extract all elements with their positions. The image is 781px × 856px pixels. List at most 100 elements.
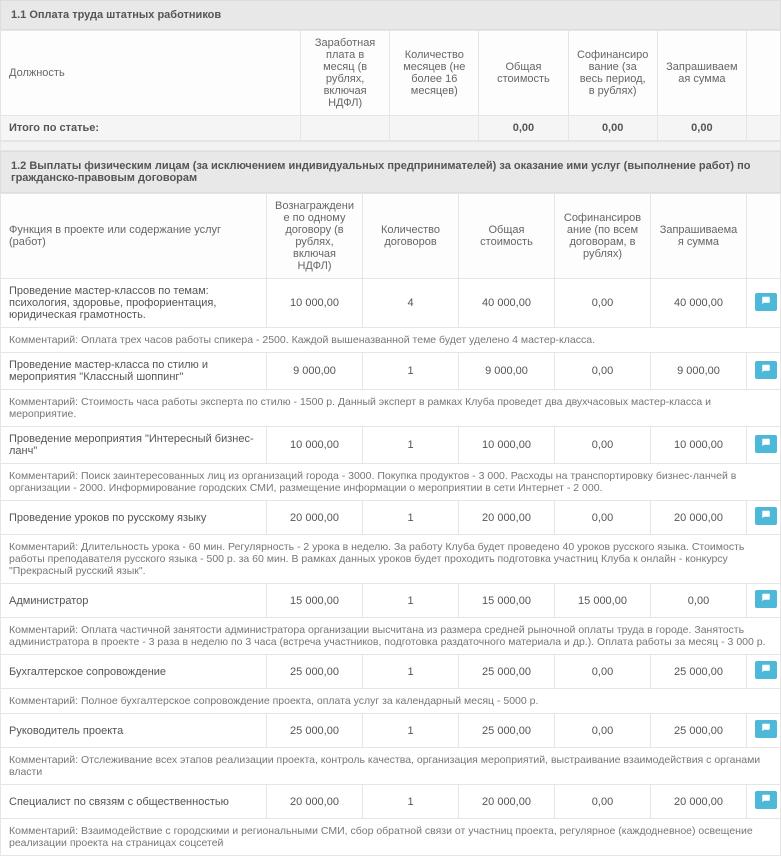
th-count: Количество договоров	[363, 194, 459, 279]
cell-reward: 20 000,00	[267, 785, 363, 819]
th-requested2: Запрашиваемая сумма	[651, 194, 747, 279]
cell-cofin: 0,00	[555, 785, 651, 819]
total-cofin: 0,00	[568, 116, 657, 141]
cell-total: 10 000,00	[459, 427, 555, 464]
comment-icon[interactable]	[755, 720, 777, 738]
comment-row: Комментарий: Длительность урока - 60 мин…	[1, 535, 781, 584]
th-salary: Заработная плата в месяц (в рублях, вклю…	[301, 31, 390, 116]
comment-text: Комментарий: Стоимость часа работы экспе…	[1, 390, 781, 427]
cell-requested: 20 000,00	[651, 785, 747, 819]
comment-text: Комментарий: Полное бухгалтерское сопров…	[1, 689, 781, 714]
table-row: Руководитель проекта25 000,00125 000,000…	[1, 714, 781, 748]
th-func: Функция в проекте или содержание услуг (…	[1, 194, 267, 279]
section-2-title: 1.2 Выплаты физическим лицам (за исключе…	[0, 151, 781, 193]
cell-count: 4	[363, 279, 459, 328]
comment-text: Комментарий: Длительность урока - 60 мин…	[1, 535, 781, 584]
cell-count: 1	[363, 714, 459, 748]
comment-icon[interactable]	[755, 293, 777, 311]
cell-count: 1	[363, 584, 459, 618]
section-2-table: Функция в проекте или содержание услуг (…	[0, 193, 781, 856]
cell-reward: 25 000,00	[267, 655, 363, 689]
comment-text: Комментарий: Оплата частичной занятости …	[1, 618, 781, 655]
total-label: Итого по статье:	[1, 116, 301, 141]
cell-count: 1	[363, 501, 459, 535]
table-row: Администратор15 000,00115 000,0015 000,0…	[1, 584, 781, 618]
cell-total: 20 000,00	[459, 785, 555, 819]
cell-reward: 10 000,00	[267, 279, 363, 328]
comment-row: Комментарий: Взаимодействие с городскими…	[1, 819, 781, 856]
cell-name: Бухгалтерское сопровождение	[1, 655, 267, 689]
comment-text: Комментарий: Оплата трех часов работы сп…	[1, 328, 781, 353]
cell-reward: 9 000,00	[267, 353, 363, 390]
cell-action	[747, 501, 781, 535]
cell-action	[747, 427, 781, 464]
cell-cofin: 0,00	[555, 279, 651, 328]
cell-cofin: 0,00	[555, 427, 651, 464]
comment-icon[interactable]	[755, 661, 777, 679]
cell-requested: 20 000,00	[651, 501, 747, 535]
comment-text: Комментарий: Поиск заинтересованных лиц …	[1, 464, 781, 501]
cell-total: 25 000,00	[459, 655, 555, 689]
table-row: Проведение мероприятия "Интересный бизне…	[1, 427, 781, 464]
cell-cofin: 0,00	[555, 655, 651, 689]
cell-requested: 0,00	[651, 584, 747, 618]
comment-row: Комментарий: Отслеживание всех этапов ре…	[1, 748, 781, 785]
comment-row: Комментарий: Оплата трех часов работы сп…	[1, 328, 781, 353]
section-2-header-row: Функция в проекте или содержание услуг (…	[1, 194, 781, 279]
cell-action	[747, 353, 781, 390]
comment-icon[interactable]	[755, 590, 777, 608]
cell-requested: 25 000,00	[651, 655, 747, 689]
table-row: Специалист по связям с общественностью20…	[1, 785, 781, 819]
comment-text: Комментарий: Взаимодействие с городскими…	[1, 819, 781, 856]
cell-total: 40 000,00	[459, 279, 555, 328]
table-row: Бухгалтерское сопровождение25 000,00125 …	[1, 655, 781, 689]
cell-total: 25 000,00	[459, 714, 555, 748]
th-position: Должность	[1, 31, 301, 116]
cell-name: Проведение уроков по русскому языку	[1, 501, 267, 535]
th-cofin: Софинансирование (за весь период, в рубл…	[568, 31, 657, 116]
section-1-table: Должность Заработная плата в месяц (в ру…	[0, 30, 781, 141]
cell-requested: 9 000,00	[651, 353, 747, 390]
cell-total: 20 000,00	[459, 501, 555, 535]
cell-total: 15 000,00	[459, 584, 555, 618]
cell-count: 1	[363, 353, 459, 390]
cell-requested: 10 000,00	[651, 427, 747, 464]
th-total2: Общая стоимость	[459, 194, 555, 279]
th-actions2	[747, 194, 781, 279]
comment-icon[interactable]	[755, 361, 777, 379]
cell-requested: 25 000,00	[651, 714, 747, 748]
total-requested: 0,00	[657, 116, 746, 141]
cell-reward: 25 000,00	[267, 714, 363, 748]
cell-reward: 10 000,00	[267, 427, 363, 464]
cell-reward: 15 000,00	[267, 584, 363, 618]
cell-cofin: 15 000,00	[555, 584, 651, 618]
comment-row: Комментарий: Оплата частичной занятости …	[1, 618, 781, 655]
cell-name: Администратор	[1, 584, 267, 618]
cell-reward: 20 000,00	[267, 501, 363, 535]
cell-count: 1	[363, 655, 459, 689]
cell-name: Специалист по связям с общественностью	[1, 785, 267, 819]
cell-cofin: 0,00	[555, 501, 651, 535]
table-row: Проведение уроков по русскому языку20 00…	[1, 501, 781, 535]
th-requested: Запрашиваемая сумма	[657, 31, 746, 116]
cell-action	[747, 584, 781, 618]
cell-total: 9 000,00	[459, 353, 555, 390]
comment-row: Комментарий: Полное бухгалтерское сопров…	[1, 689, 781, 714]
comment-icon[interactable]	[755, 791, 777, 809]
section-1-title: 1.1 Оплата труда штатных работников	[0, 0, 781, 30]
th-actions	[747, 31, 781, 116]
cell-name: Проведение мероприятия "Интересный бизне…	[1, 427, 267, 464]
cell-action	[747, 279, 781, 328]
cell-name: Проведение мастер-класса по стилю и меро…	[1, 353, 267, 390]
cell-action	[747, 655, 781, 689]
comment-row: Комментарий: Стоимость часа работы экспе…	[1, 390, 781, 427]
table-row: Проведение мастер-класса по стилю и меро…	[1, 353, 781, 390]
th-months: Количество месяцев (не более 16 месяцев)	[390, 31, 479, 116]
th-reward: Вознаграждение по одному договору (в руб…	[267, 194, 363, 279]
comment-icon[interactable]	[755, 435, 777, 453]
comment-icon[interactable]	[755, 507, 777, 525]
cell-action	[747, 785, 781, 819]
cell-action	[747, 714, 781, 748]
cell-count: 1	[363, 427, 459, 464]
cell-name: Проведение мастер-классов по темам: псих…	[1, 279, 267, 328]
